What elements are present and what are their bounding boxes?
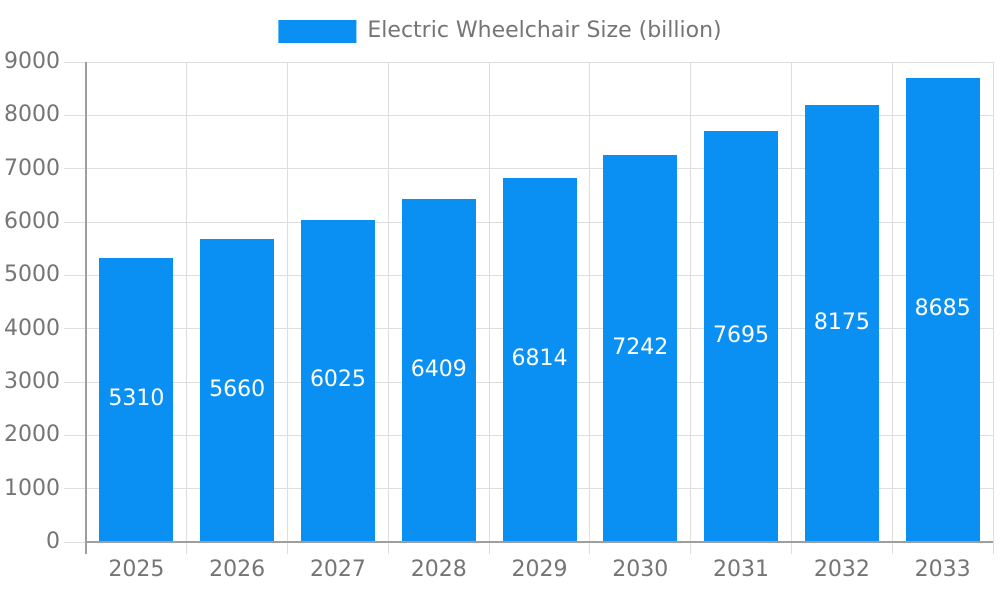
vertical-gridline — [790, 62, 792, 554]
x-axis-label: 2032 — [813, 557, 870, 582]
bar: 6409 — [401, 199, 476, 541]
x-axis-label: 2025 — [108, 557, 165, 582]
y-axis-label: 2000 — [4, 422, 60, 448]
bar-value-label: 6409 — [410, 357, 467, 383]
bar: 5310 — [99, 257, 174, 541]
x-axis-label: 2031 — [713, 557, 770, 582]
y-axis-label: 4000 — [4, 315, 60, 341]
y-axis-label: 6000 — [4, 209, 60, 234]
bar-value-label: 8685 — [914, 296, 971, 322]
bar: 7695 — [704, 130, 779, 541]
y-axis-label: 1000 — [4, 475, 60, 501]
bar: 6814 — [502, 177, 577, 541]
bar-value-label: 8175 — [813, 310, 870, 335]
bar-value-label: 6025 — [309, 367, 366, 393]
bar: 6025 — [300, 219, 375, 541]
bar-value-label: 5310 — [108, 386, 165, 412]
bar: 5660 — [200, 239, 275, 541]
x-axis-label: 2030 — [612, 557, 669, 582]
horizontal-gridline — [64, 168, 993, 170]
x-axis-label: 2026 — [209, 557, 266, 582]
y-axis-line — [85, 62, 87, 554]
x-axis-label: 2029 — [511, 557, 568, 582]
horizontal-gridline — [64, 61, 993, 63]
bar-value-label: 7242 — [612, 334, 669, 360]
vertical-gridline — [488, 62, 490, 554]
bar-value-label: 5660 — [209, 377, 266, 403]
y-axis-label: 5000 — [4, 262, 60, 288]
bar-value-label: 7695 — [713, 322, 770, 348]
vertical-gridline — [589, 62, 591, 554]
x-axis-label: 2027 — [309, 557, 366, 582]
y-axis-label: 3000 — [4, 369, 60, 394]
horizontal-gridline — [64, 114, 993, 116]
legend-swatch — [278, 19, 357, 43]
bar: 8175 — [804, 105, 879, 541]
y-axis-label: 8000 — [4, 102, 60, 128]
y-axis-label: 0 — [46, 529, 60, 554]
y-axis-label: 7000 — [4, 155, 60, 181]
x-axis-label: 2028 — [410, 557, 467, 582]
vertical-gridline — [891, 62, 893, 554]
y-axis-label: 9000 — [4, 49, 60, 74]
vertical-gridline — [387, 62, 389, 554]
x-axis-line — [85, 541, 993, 543]
y-axis-tick — [64, 541, 86, 543]
legend-item[interactable]: Electric Wheelchair Size (billion) — [278, 17, 722, 45]
x-axis-label: 2033 — [914, 557, 971, 582]
bar: 7242 — [603, 154, 678, 541]
vertical-gridline — [186, 62, 188, 554]
bar-value-label: 6814 — [511, 346, 568, 372]
vertical-gridline — [690, 62, 692, 554]
legend-label: Electric Wheelchair Size (billion) — [367, 18, 722, 43]
vertical-gridline — [992, 62, 994, 554]
bar: 8685 — [905, 77, 980, 541]
vertical-gridline — [287, 62, 289, 554]
